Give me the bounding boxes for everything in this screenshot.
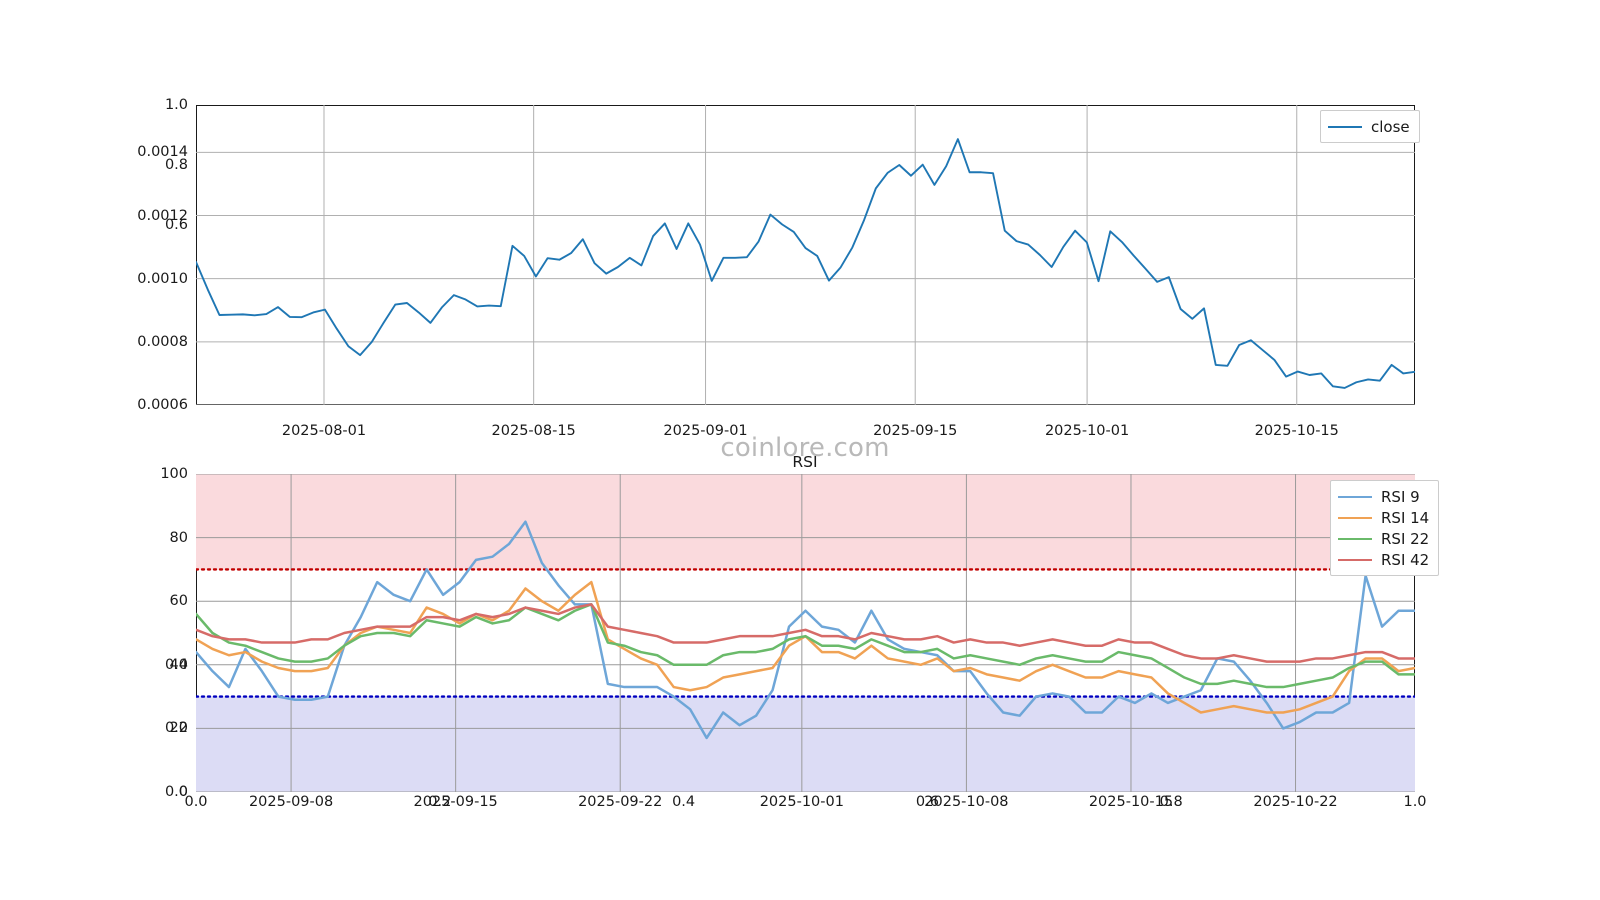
rsi-y-unit-tick: 0.0 xyxy=(164,783,188,800)
legend-item[interactable]: RSI 22 xyxy=(1338,528,1429,549)
price-y-tick: 0.0006 xyxy=(137,396,188,413)
rsi-y-tick: 100 xyxy=(160,465,188,482)
rsi-x-unit-tick: 0.0 xyxy=(184,794,208,810)
price-y-unit-tick: 1.0 xyxy=(164,96,188,113)
rsi-y-tick: 20 xyxy=(169,720,188,737)
rsi-x-unit-tick: 0.4 xyxy=(672,794,696,810)
rsi-y-unit-tick: 0.4 xyxy=(164,656,188,673)
price-y-tick: 0.0012 xyxy=(137,207,188,224)
rsi-x-date-tick: 2025-09-15 xyxy=(413,794,498,810)
rsi-x-unit-tick: 0.8 xyxy=(1159,794,1183,810)
rsi-x-unit-tick: 0.2 xyxy=(428,794,452,810)
price-x-tick: 2025-10-01 xyxy=(1044,423,1130,439)
rsi-x-date-tick: 2025-10-22 xyxy=(1253,794,1338,810)
price-y-unit-tick: 0.6 xyxy=(164,216,188,233)
legend-label: RSI 22 xyxy=(1381,529,1430,548)
price-x-tick: 2025-09-15 xyxy=(873,423,958,439)
rsi-y-tick: 80 xyxy=(169,529,188,546)
legend-item[interactable]: close xyxy=(1328,116,1410,137)
rsi-y-unit-tick: 0.2 xyxy=(164,720,188,737)
rsi-legend: RSI 9 RSI 14 RSI 22 RSI 42 xyxy=(1330,480,1440,576)
legend-label: RSI 9 xyxy=(1381,487,1420,506)
price-x-tick: 2025-08-15 xyxy=(491,423,576,439)
rsi-y-tick: 0 xyxy=(178,783,188,800)
price-y-tick: 0.0010 xyxy=(137,270,188,287)
legend-label: close xyxy=(1371,117,1410,136)
price-x-tick: 2025-09-01 xyxy=(663,423,748,439)
rsi-x-unit-tick: 0.6 xyxy=(915,794,939,810)
price-panel: 0.0006 0.0008 0.0010 0.0012 0.0014 0.6 0.8 1.0… xyxy=(137,96,1420,439)
rsi-y-tick: 40 xyxy=(169,656,188,673)
price-legend: close xyxy=(1320,110,1420,143)
rsi-x-date-tick: 2025-10-08 xyxy=(924,794,1009,810)
legend-color-swatch xyxy=(1338,516,1372,519)
price-x-tick: 2025-10-15 xyxy=(1254,423,1339,439)
legend-label: RSI 42 xyxy=(1381,550,1430,569)
rsi-x-unit-tick: 1.0 xyxy=(1403,794,1427,810)
price-x-tick: 2025-08-01 xyxy=(281,423,367,439)
watermark: coinlore.com xyxy=(720,433,890,463)
legend-color-swatch xyxy=(1328,125,1362,128)
rsi-y-tick: 60 xyxy=(169,592,188,609)
price-y-unit-tick: 0.8 xyxy=(164,156,188,173)
rsi-chart-svg xyxy=(196,474,1415,792)
legend-item[interactable]: RSI 42 xyxy=(1338,549,1429,570)
rsi-x-date-tick: 2025-10-01 xyxy=(759,794,844,810)
legend-label: RSI 14 xyxy=(1381,508,1430,527)
legend-item[interactable]: RSI 14 xyxy=(1338,507,1429,528)
legend-color-swatch xyxy=(1338,495,1372,498)
price-y-tick: 0.0014 xyxy=(137,144,188,161)
legend-item[interactable]: RSI 9 xyxy=(1338,486,1429,507)
legend-color-swatch xyxy=(1338,558,1372,561)
rsi-x-date-tick: 2025-09-08 xyxy=(248,794,334,810)
rsi-x-date-tick: 2025-10-15 xyxy=(1088,794,1174,810)
rsi-panel-title: RSI xyxy=(792,453,818,471)
price-chart-svg xyxy=(196,105,1415,405)
price-y-tick: 0.0008 xyxy=(137,333,188,350)
legend-color-swatch xyxy=(1338,537,1372,540)
rsi-x-date-tick: 2025-09-22 xyxy=(578,794,663,810)
